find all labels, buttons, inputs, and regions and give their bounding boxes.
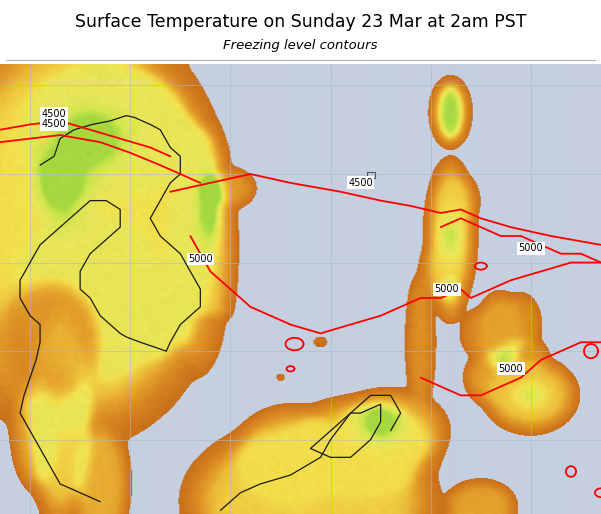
Text: 5000: 5000	[499, 364, 523, 374]
Text: 4500: 4500	[349, 178, 373, 188]
Text: 5000: 5000	[188, 254, 213, 264]
Text: Freezing level contours: Freezing level contours	[223, 39, 378, 51]
Text: 5000: 5000	[435, 284, 459, 294]
Text: 4500: 4500	[42, 119, 66, 130]
Text: 5000: 5000	[519, 244, 543, 253]
Text: 4500: 4500	[42, 109, 66, 119]
Text: Surface Temperature on Sunday 23 Mar at 2am PST: Surface Temperature on Sunday 23 Mar at …	[75, 13, 526, 31]
